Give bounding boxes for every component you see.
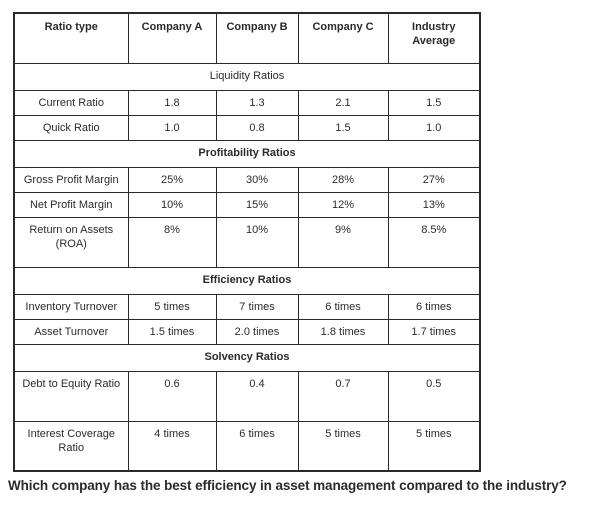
ratio-value: 5 times <box>387 420 481 472</box>
ratio-value: 8.5% <box>387 216 481 268</box>
ratio-value: 4 times <box>127 420 217 472</box>
section-header-row: Liquidity Ratios <box>13 62 481 91</box>
table-row: Inventory Turnover 5 times 7 times 6 tim… <box>13 293 481 320</box>
ratio-value: 2.0 times <box>215 318 299 345</box>
ratio-value: 8% <box>127 216 217 268</box>
ratio-value: 5 times <box>297 420 389 472</box>
ratio-value: 28% <box>297 166 389 193</box>
table-header-row: Ratio type Company A Company B Company C… <box>13 12 481 64</box>
ratio-value: 1.5 <box>297 114 389 141</box>
ratio-value: 1.0 <box>127 114 217 141</box>
ratio-value: 27% <box>387 166 481 193</box>
table-row: Interest Coverage Ratio 4 times 6 times … <box>13 420 481 472</box>
ratio-value: 6 times <box>215 420 299 472</box>
section-header-row: Profitability Ratios <box>13 139 481 168</box>
ratio-value: 1.3 <box>215 89 299 116</box>
column-header-company-c: Company C <box>297 12 389 64</box>
page: Ratio type Company A Company B Company C… <box>0 12 616 516</box>
row-label: Quick Ratio <box>13 114 129 141</box>
table-row: Return on Assets (ROA) 8% 10% 9% 8.5% <box>13 216 481 268</box>
financial-ratios-table: Ratio type Company A Company B Company C… <box>13 12 481 472</box>
ratio-value: 0.8 <box>215 114 299 141</box>
row-label: Inventory Turnover <box>13 293 129 320</box>
table-row: Gross Profit Margin 25% 30% 28% 27% <box>13 166 481 193</box>
row-label: Asset Turnover <box>13 318 129 345</box>
ratio-value: 12% <box>297 191 389 218</box>
ratio-value: 1.5 <box>387 89 481 116</box>
row-label: Return on Assets (ROA) <box>13 216 129 268</box>
ratio-value: 1.5 times <box>127 318 217 345</box>
ratio-value: 1.8 <box>127 89 217 116</box>
ratio-value: 1.8 times <box>297 318 389 345</box>
ratio-value: 1.0 <box>387 114 481 141</box>
table-row: Net Profit Margin 10% 15% 12% 13% <box>13 191 481 218</box>
ratio-value: 5 times <box>127 293 217 320</box>
ratio-value: 0.7 <box>297 370 389 422</box>
table-row: Asset Turnover 1.5 times 2.0 times 1.8 t… <box>13 318 481 345</box>
table-row: Current Ratio 1.8 1.3 2.1 1.5 <box>13 89 481 116</box>
section-header-row: Efficiency Ratios <box>13 266 481 295</box>
column-header-company-a: Company A <box>127 12 217 64</box>
ratio-value: 6 times <box>387 293 481 320</box>
ratio-value: 6 times <box>297 293 389 320</box>
ratio-value: 10% <box>215 216 299 268</box>
table-row: Quick Ratio 1.0 0.8 1.5 1.0 <box>13 114 481 141</box>
ratio-value: 0.6 <box>127 370 217 422</box>
ratio-value: 0.4 <box>215 370 299 422</box>
ratio-value: 10% <box>127 191 217 218</box>
ratio-value: 25% <box>127 166 217 193</box>
column-header-ratio-type: Ratio type <box>13 12 129 64</box>
ratio-value: 9% <box>297 216 389 268</box>
section-title-efficiency: Efficiency Ratios <box>13 266 481 295</box>
column-header-company-b: Company B <box>215 12 299 64</box>
ratio-value: 2.1 <box>297 89 389 116</box>
row-label: Interest Coverage Ratio <box>13 420 129 472</box>
table-row: Debt to Equity Ratio 0.6 0.4 0.7 0.5 <box>13 370 481 422</box>
section-header-row: Solvency Ratios <box>13 343 481 372</box>
row-label: Gross Profit Margin <box>13 166 129 193</box>
ratio-value: 1.7 times <box>387 318 481 345</box>
section-title-solvency: Solvency Ratios <box>13 343 481 372</box>
row-label: Net Profit Margin <box>13 191 129 218</box>
row-label: Current Ratio <box>13 89 129 116</box>
row-label: Debt to Equity Ratio <box>13 370 129 422</box>
ratio-value: 0.5 <box>387 370 481 422</box>
section-title-liquidity: Liquidity Ratios <box>13 62 481 91</box>
question-text: Which company has the best efficiency in… <box>8 478 567 493</box>
section-title-profitability: Profitability Ratios <box>13 139 481 168</box>
ratio-value: 7 times <box>215 293 299 320</box>
column-header-industry-average: Industry Average <box>387 12 481 64</box>
ratio-value: 13% <box>387 191 481 218</box>
ratio-value: 15% <box>215 191 299 218</box>
ratio-value: 30% <box>215 166 299 193</box>
